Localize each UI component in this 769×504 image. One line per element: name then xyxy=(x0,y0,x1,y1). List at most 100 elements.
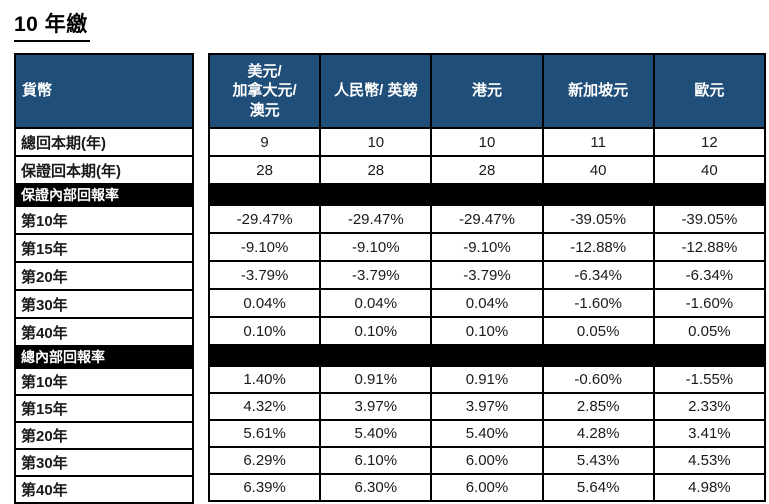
cell-value: 0.91% xyxy=(430,365,544,394)
row-label: 第30年 xyxy=(14,448,194,477)
table-row: 第30年 xyxy=(14,289,194,319)
cell-value: 5.40% xyxy=(319,419,433,448)
table-row: 第40年 xyxy=(14,475,194,504)
row-label: 第40年 xyxy=(14,475,194,504)
header-col-usd-cad-aud: 美元/ 加拿大元/ 澳元 xyxy=(207,53,322,129)
cell-value: -1.60% xyxy=(652,288,767,318)
rates-table: 貨幣 總回本期(年) 保證回本期(年) 保證內部回報率 第10年 第15年 第2… xyxy=(14,53,769,504)
table-row: 第10年 xyxy=(14,367,194,396)
section-header-row: 保證內部回報率 xyxy=(14,183,194,207)
cell-value: 11 xyxy=(541,127,655,157)
row-label: 保證回本期(年) xyxy=(14,155,194,185)
cell-value: -9.10% xyxy=(207,232,322,262)
header-currency-label: 貨幣 xyxy=(14,53,194,129)
cell-value: 10 xyxy=(430,127,544,157)
cell-value: 5.64% xyxy=(541,473,655,502)
cell-value: 0.91% xyxy=(319,365,433,394)
cell-value: -0.60% xyxy=(541,365,655,394)
cell-value: 4.98% xyxy=(652,473,767,502)
cell-value: 6.10% xyxy=(319,446,433,475)
table-row: 1.40% 0.91% 0.91% -0.60% -1.55% xyxy=(207,365,767,394)
cell-value: -1.55% xyxy=(652,365,767,394)
cell-value: 40 xyxy=(541,155,655,185)
cell-value: 6.00% xyxy=(430,473,544,502)
cell-value: 6.00% xyxy=(430,446,544,475)
table-row: 28 28 28 40 40 xyxy=(207,155,767,185)
cell-value: 3.97% xyxy=(319,392,433,421)
cell-value: -9.10% xyxy=(319,232,433,262)
section-title: 保證內部回報率 xyxy=(14,183,194,207)
section-title: 總內部回報率 xyxy=(14,345,194,369)
section-header-row xyxy=(208,344,766,367)
table-row: 第20年 xyxy=(14,261,194,291)
cell-value: 28 xyxy=(207,155,322,185)
row-label: 第15年 xyxy=(14,394,194,423)
table-row: 第40年 xyxy=(14,317,194,347)
cell-value: -29.47% xyxy=(207,204,322,234)
table-row: -29.47% -29.47% -29.47% -39.05% -39.05% xyxy=(207,204,767,234)
row-label: 總回本期(年) xyxy=(14,127,194,157)
table-row: 5.61% 5.40% 5.40% 4.28% 3.41% xyxy=(207,419,767,448)
cell-value: 4.53% xyxy=(652,446,767,475)
cell-value: 5.61% xyxy=(207,419,322,448)
table-row: 9 10 10 11 12 xyxy=(207,127,767,157)
cell-value: 5.40% xyxy=(430,419,544,448)
cell-value: 6.30% xyxy=(319,473,433,502)
cell-value: -29.47% xyxy=(319,204,433,234)
cell-value: 28 xyxy=(319,155,433,185)
table-row: 0.04% 0.04% 0.04% -1.60% -1.60% xyxy=(207,288,767,318)
cell-value: 3.41% xyxy=(652,419,767,448)
cell-value: 2.85% xyxy=(541,392,655,421)
cell-value: 4.28% xyxy=(541,419,655,448)
cell-value: -39.05% xyxy=(652,204,767,234)
cell-value: -3.79% xyxy=(430,260,544,290)
row-label: 第15年 xyxy=(14,233,194,263)
cell-value: 0.04% xyxy=(207,288,322,318)
cell-value: 0.05% xyxy=(652,316,767,346)
header-col-hkd: 港元 xyxy=(430,53,544,129)
cell-value: -29.47% xyxy=(430,204,544,234)
header-row: 美元/ 加拿大元/ 澳元 人民幣/ 英鎊 港元 新加坡元 歐元 xyxy=(207,53,767,129)
row-label: 第10年 xyxy=(14,205,194,235)
cell-value: -12.88% xyxy=(652,232,767,262)
row-label: 第20年 xyxy=(14,261,194,291)
cell-value: -39.05% xyxy=(541,204,655,234)
cell-value: -3.79% xyxy=(207,260,322,290)
section-bar xyxy=(208,183,766,206)
cell-value: 0.04% xyxy=(319,288,433,318)
table-row: 6.39% 6.30% 6.00% 5.64% 4.98% xyxy=(207,473,767,502)
row-label: 第10年 xyxy=(14,367,194,396)
cell-value: 9 xyxy=(207,127,322,157)
header-col-rmb-gbp: 人民幣/ 英鎊 xyxy=(319,53,433,129)
table-row: -3.79% -3.79% -3.79% -6.34% -6.34% xyxy=(207,260,767,290)
cell-value: -1.60% xyxy=(541,288,655,318)
cell-value: 6.29% xyxy=(207,446,322,475)
data-columns-table: 美元/ 加拿大元/ 澳元 人民幣/ 英鎊 港元 新加坡元 歐元 9 10 10 … xyxy=(207,53,767,502)
table-row: 0.10% 0.10% 0.10% 0.05% 0.05% xyxy=(207,316,767,346)
cell-value: 1.40% xyxy=(207,365,322,394)
cell-value: 0.10% xyxy=(207,316,322,346)
table-row: 第30年 xyxy=(14,448,194,477)
row-label: 第30年 xyxy=(14,289,194,319)
table-row: -9.10% -9.10% -9.10% -12.88% -12.88% xyxy=(207,232,767,262)
cell-value: 6.39% xyxy=(207,473,322,502)
table-row: 第20年 xyxy=(14,421,194,450)
header-col-sgd: 新加坡元 xyxy=(541,53,655,129)
table-row: 4.32% 3.97% 3.97% 2.85% 2.33% xyxy=(207,392,767,421)
cell-value: 12 xyxy=(652,127,767,157)
cell-value: 0.04% xyxy=(430,288,544,318)
table-row: 第15年 xyxy=(14,394,194,423)
section-header-row xyxy=(208,183,766,206)
cell-value: 0.05% xyxy=(541,316,655,346)
table-row: 總回本期(年) xyxy=(14,127,194,157)
cell-value: 40 xyxy=(652,155,767,185)
cell-value: -3.79% xyxy=(319,260,433,290)
table-row: 第10年 xyxy=(14,205,194,235)
cell-value: -6.34% xyxy=(652,260,767,290)
table-row: 第15年 xyxy=(14,233,194,263)
page-title: 10 年繳 xyxy=(14,8,90,42)
table-row: 6.29% 6.10% 6.00% 5.43% 4.53% xyxy=(207,446,767,475)
cell-value: 2.33% xyxy=(652,392,767,421)
table-row: 保證回本期(年) xyxy=(14,155,194,185)
